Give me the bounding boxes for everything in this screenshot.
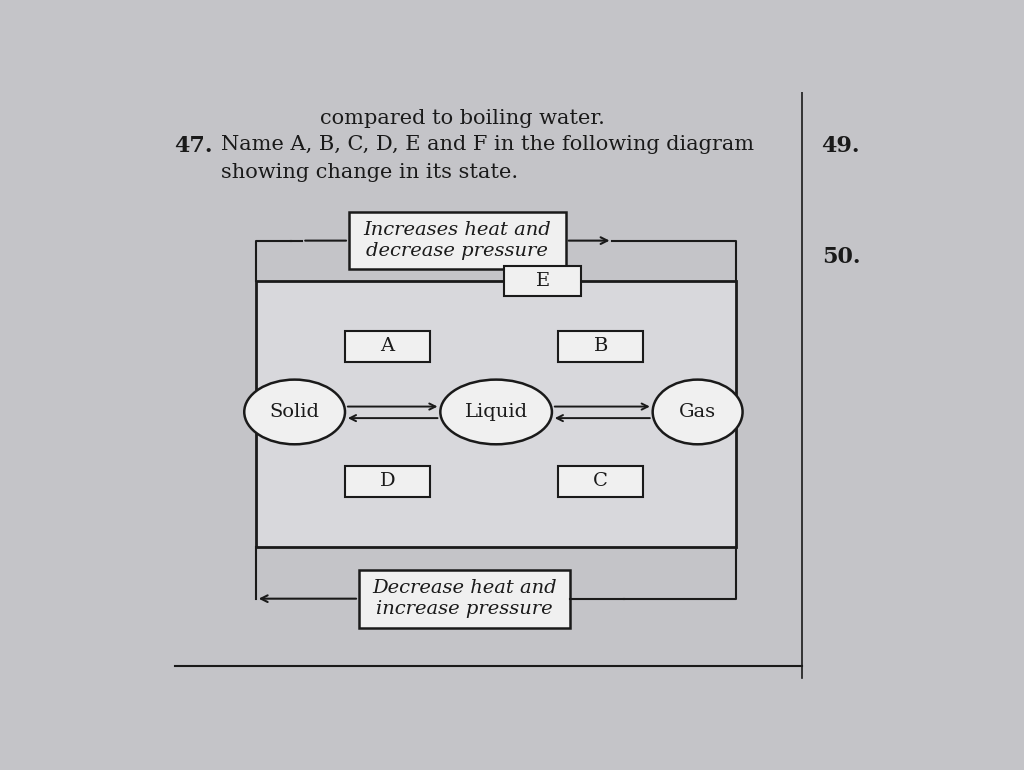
Bar [558,331,643,362]
Text: showing change in its state.: showing change in its state. [221,163,518,182]
Bar [345,331,430,362]
Text: 49.: 49. [821,135,860,157]
Text: D: D [380,472,395,490]
Text: E: E [536,272,550,290]
Bar [504,266,582,296]
Bar [349,212,566,270]
Text: 47.: 47. [174,135,213,157]
Bar [256,281,736,547]
Text: Gas: Gas [679,403,716,421]
Text: Liquid: Liquid [465,403,527,421]
Text: compared to boiling water.: compared to boiling water. [321,109,605,129]
Bar [345,466,430,497]
Text: Increases heat and
decrease pressure: Increases heat and decrease pressure [364,221,551,260]
Text: Solid: Solid [269,403,319,421]
Text: Decrease heat and
increase pressure: Decrease heat and increase pressure [372,579,557,618]
Text: B: B [594,337,608,356]
Text: C: C [593,472,608,490]
Ellipse shape [652,380,742,444]
Bar [359,570,569,628]
Bar [558,466,643,497]
Ellipse shape [440,380,552,444]
Text: A: A [381,337,394,356]
Text: 50.: 50. [821,246,860,269]
Ellipse shape [245,380,345,444]
Text: Name A, B, C, D, E and F in the following diagram: Name A, B, C, D, E and F in the followin… [221,135,754,154]
